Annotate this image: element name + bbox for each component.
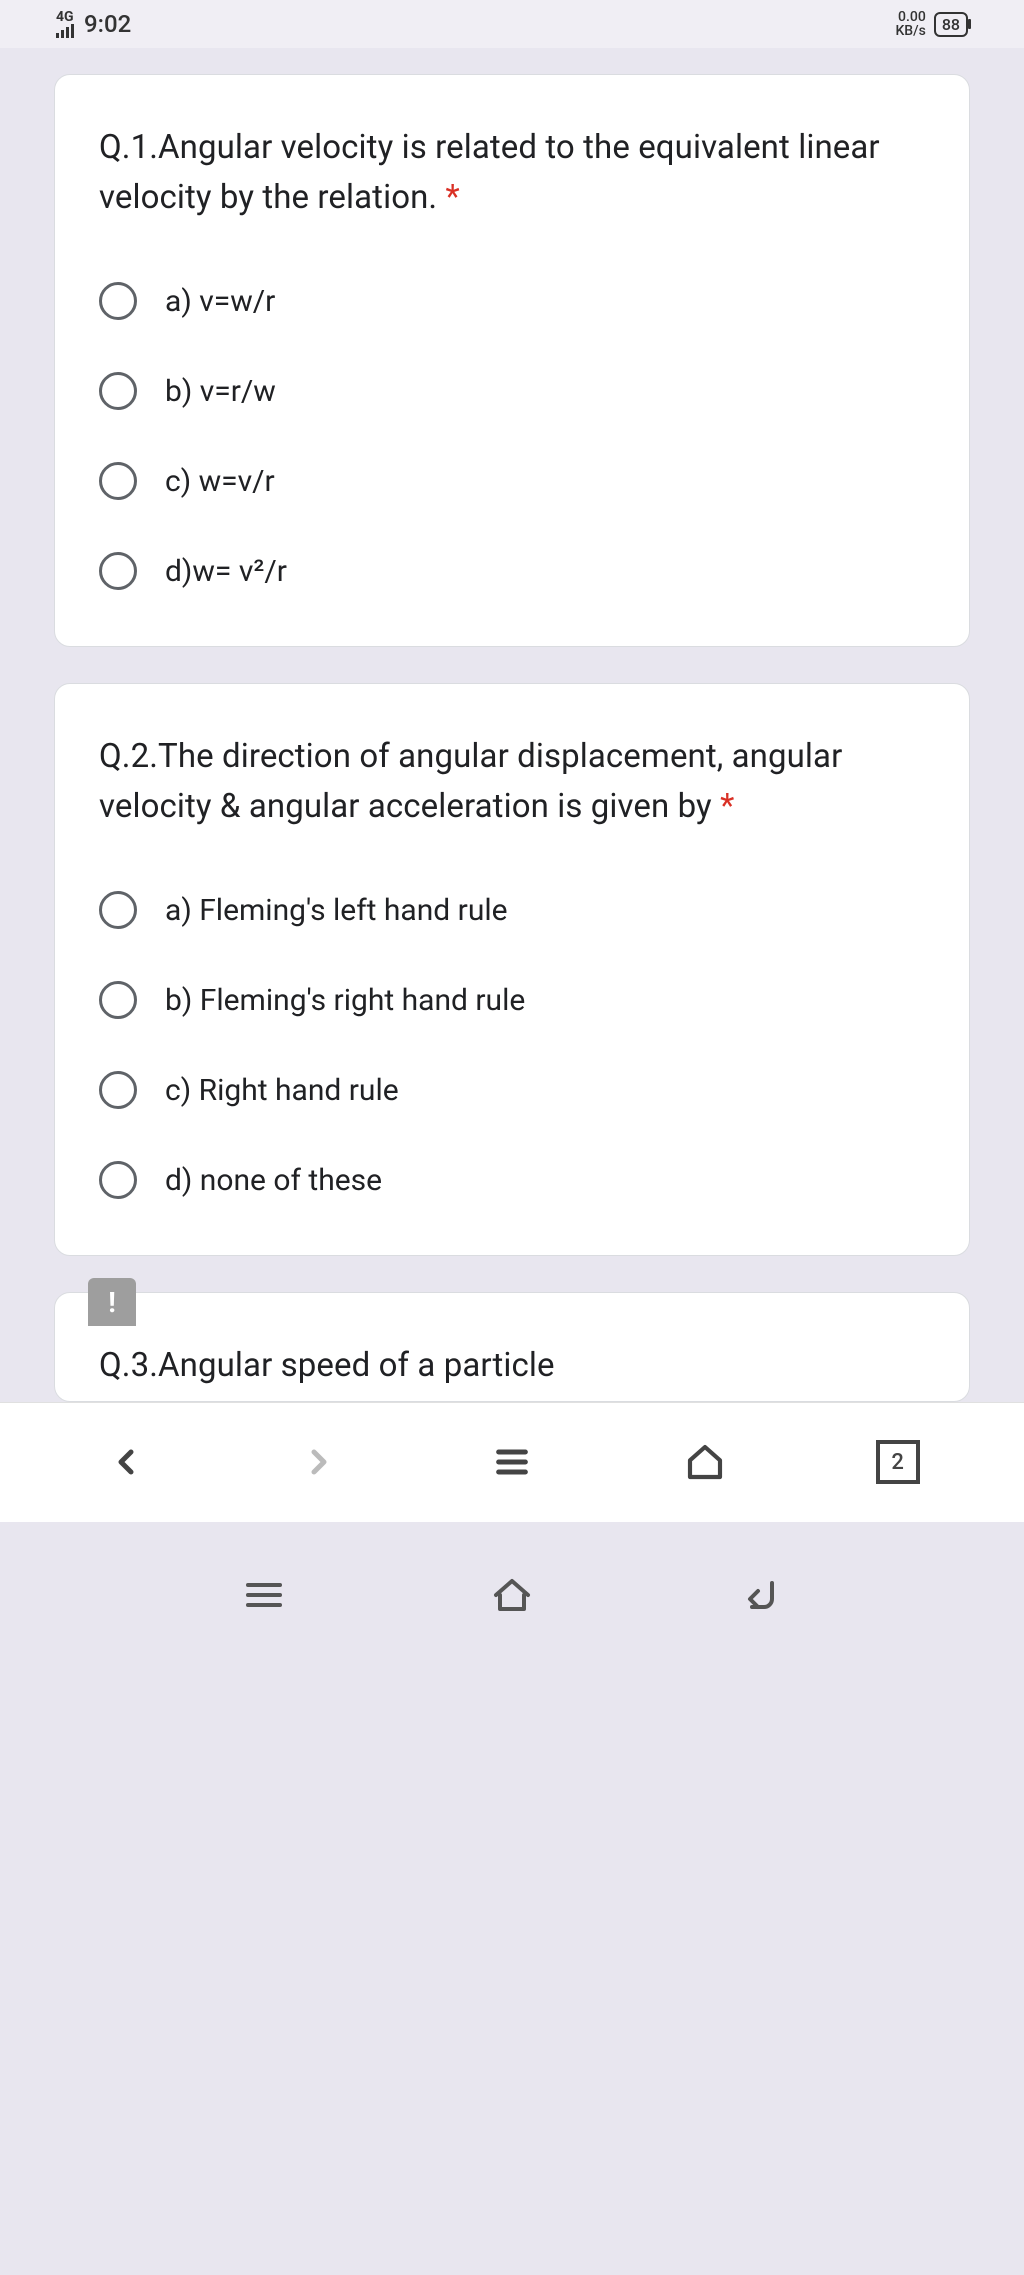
- question-text: Q.3.Angular speed of a particle: [99, 1341, 925, 1391]
- options-group: a) v=w/r b) v=r/w c) w=v/r d)w= v²/r: [99, 282, 925, 590]
- question-card: Q.3.Angular speed of a particle: [54, 1292, 970, 1402]
- option-label: a) Fleming's left hand rule: [165, 893, 508, 928]
- option-label: a) v=w/r: [165, 284, 275, 319]
- home-button[interactable]: [488, 1571, 536, 1623]
- hamburger-icon: [240, 1571, 288, 1619]
- hamburger-icon: [492, 1442, 532, 1482]
- question-card: Q.1.Angular velocity is related to the e…: [54, 74, 970, 647]
- chevron-right-icon: [299, 1442, 339, 1482]
- radio-icon: [99, 372, 137, 410]
- radio-option[interactable]: d) none of these: [99, 1161, 925, 1199]
- radio-option[interactable]: b) v=r/w: [99, 372, 925, 410]
- radio-icon: [99, 891, 137, 929]
- question-card: Q.2.The direction of angular displacemen…: [54, 683, 970, 1256]
- option-label: d)w= v²/r: [165, 554, 287, 589]
- system-nav-bar: [0, 1522, 1024, 1672]
- option-label: b) v=r/w: [165, 374, 276, 409]
- battery-indicator: 88: [934, 12, 968, 37]
- required-mark: *: [720, 787, 734, 826]
- forward-button[interactable]: [291, 1434, 347, 1490]
- option-label: c) Right hand rule: [165, 1073, 399, 1108]
- required-mark: *: [446, 178, 460, 217]
- option-label: d) none of these: [165, 1163, 382, 1198]
- back-button[interactable]: [98, 1434, 154, 1490]
- home-icon: [685, 1442, 725, 1482]
- radio-icon: [99, 462, 137, 500]
- browser-toolbar: 2: [0, 1402, 1024, 1522]
- network-type: 4G: [56, 10, 74, 24]
- question-text: Q.2.The direction of angular displacemen…: [99, 732, 925, 831]
- tab-count-icon: 2: [876, 1440, 920, 1484]
- status-left: 4G 9:02: [56, 10, 131, 38]
- tabs-button[interactable]: 2: [870, 1434, 926, 1490]
- feedback-button[interactable]: !: [88, 1278, 136, 1326]
- chevron-left-icon: [106, 1442, 146, 1482]
- radio-icon: [99, 552, 137, 590]
- signal-bars-icon: [56, 24, 74, 38]
- back-arrow-icon: [736, 1571, 784, 1619]
- alert-icon: !: [108, 1286, 116, 1319]
- status-bar: 4G 9:02 0.00 KB/s 88: [0, 0, 1024, 48]
- status-right: 0.00 KB/s 88: [895, 10, 968, 38]
- option-label: b) Fleming's right hand rule: [165, 983, 525, 1018]
- radio-option[interactable]: a) v=w/r: [99, 282, 925, 320]
- radio-icon: [99, 1161, 137, 1199]
- option-label: c) w=v/r: [165, 464, 275, 499]
- radio-option[interactable]: c) Right hand rule: [99, 1071, 925, 1109]
- back-button[interactable]: [736, 1571, 784, 1623]
- home-outline-icon: [488, 1571, 536, 1619]
- question-text: Q.1.Angular velocity is related to the e…: [99, 123, 925, 222]
- radio-option[interactable]: b) Fleming's right hand rule: [99, 981, 925, 1019]
- radio-icon: [99, 1071, 137, 1109]
- menu-button[interactable]: [484, 1434, 540, 1490]
- radio-option[interactable]: d)w= v²/r: [99, 552, 925, 590]
- radio-option[interactable]: c) w=v/r: [99, 462, 925, 500]
- home-button[interactable]: [677, 1434, 733, 1490]
- radio-icon: [99, 981, 137, 1019]
- radio-option[interactable]: a) Fleming's left hand rule: [99, 891, 925, 929]
- recent-apps-button[interactable]: [240, 1571, 288, 1623]
- data-rate: 0.00 KB/s: [895, 10, 925, 38]
- radio-icon: [99, 282, 137, 320]
- options-group: a) Fleming's left hand rule b) Fleming's…: [99, 891, 925, 1199]
- clock-time: 9:02: [84, 10, 131, 38]
- form-content: Q.1.Angular velocity is related to the e…: [0, 48, 1024, 1402]
